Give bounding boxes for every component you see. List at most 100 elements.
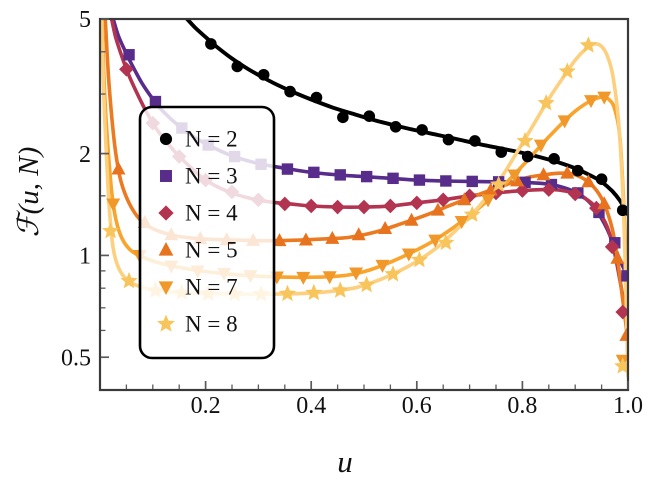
triangle-down-icon — [158, 281, 174, 295]
marker-N5 — [597, 196, 612, 210]
x-tick-label: 0.6 — [402, 393, 432, 419]
marker-N8 — [305, 283, 323, 301]
marker-N8 — [614, 357, 628, 374]
y-axis-label: ℱ(u, N) — [13, 147, 45, 237]
marker-N3 — [334, 169, 346, 181]
legend-label-N4: N = 4 — [185, 201, 238, 226]
marker-N3 — [519, 176, 531, 188]
marker-N3 — [387, 172, 399, 185]
y-tick-label: 5 — [79, 7, 91, 33]
plot-frame — [98, 17, 630, 392]
marker-N8 — [278, 284, 296, 302]
legend-item-N4: N = 4 — [158, 201, 238, 226]
marker-N5 — [404, 212, 419, 226]
tick-labels-group: 0.2 0.4 0.6 0.8 1.0 0.5 1 2 5 — [61, 7, 643, 419]
marker-N2 — [257, 68, 270, 81]
marker-N2 — [442, 133, 455, 146]
marker-N7 — [401, 248, 416, 262]
marker-N8 — [516, 131, 534, 149]
marker-N8 — [410, 250, 428, 268]
marker-N7 — [375, 259, 390, 273]
marker-N8 — [120, 272, 138, 289]
legend-box — [138, 105, 276, 360]
marker-N2 — [310, 91, 323, 104]
marker-N7 — [296, 271, 311, 285]
legend-item-N7: N = 7 — [158, 275, 238, 300]
legend-label-N5: N = 5 — [185, 238, 238, 263]
marker-N3 — [413, 174, 426, 186]
marker-N4 — [356, 199, 372, 215]
marker-N2 — [616, 204, 628, 217]
marker-N5 — [536, 167, 551, 181]
marker-N2 — [416, 124, 428, 136]
x-tick-label: 1.0 — [613, 393, 643, 419]
marker-N4 — [435, 192, 451, 208]
marker-N2 — [205, 38, 217, 50]
marker-N7 — [597, 91, 612, 105]
marker-N5 — [619, 327, 628, 341]
marker-N5 — [581, 174, 596, 188]
marker-N2 — [337, 111, 349, 124]
marker-N7 — [322, 271, 337, 285]
marker-N4 — [541, 182, 557, 197]
marker-N5 — [430, 202, 445, 216]
marker-N2 — [284, 85, 296, 98]
marker-N4 — [409, 195, 425, 211]
ticks-group — [101, 18, 629, 389]
x-tick-label: 0.4 — [296, 393, 326, 419]
x-tick-label: 0.2 — [191, 393, 221, 419]
marker-N4 — [303, 198, 319, 214]
y-tick-label: 0.5 — [61, 345, 91, 371]
y-tick-label: 2 — [79, 142, 91, 168]
circle-icon — [159, 132, 173, 146]
marker-N3 — [466, 175, 478, 188]
legend-label-N7: N = 7 — [185, 275, 238, 300]
marker-N2 — [572, 164, 584, 177]
marker-N4 — [604, 239, 620, 255]
marker-N2 — [521, 150, 534, 163]
marker-N3 — [281, 163, 294, 175]
marker-N7 — [349, 267, 364, 281]
marker-N8 — [558, 62, 576, 79]
marker-N8 — [102, 222, 120, 239]
marker-N7 — [584, 95, 599, 109]
legend-item-N2: N = 2 — [159, 127, 238, 152]
star-icon — [157, 314, 175, 332]
legend-item-N8: N = 8 — [157, 312, 238, 337]
marker-N5 — [111, 161, 126, 175]
marker-N5 — [610, 250, 625, 264]
marker-N5 — [483, 182, 498, 196]
marker-N4 — [615, 304, 628, 320]
marker-N2 — [363, 110, 376, 122]
marker-N4 — [383, 198, 398, 214]
marker-N7 — [557, 115, 572, 129]
marker-N5 — [510, 173, 525, 187]
marker-N5 — [298, 232, 313, 246]
marker-N3 — [621, 270, 628, 282]
marker-N8 — [490, 175, 508, 192]
marker-N8 — [463, 205, 481, 222]
legend-item-N3: N = 3 — [160, 164, 238, 189]
legend-label-N2: N = 2 — [185, 127, 238, 152]
marker-N2 — [389, 121, 402, 133]
marker-N7 — [428, 234, 443, 248]
marker-N3 — [149, 95, 162, 108]
marker-N8 — [579, 36, 597, 53]
marker-N3 — [440, 175, 452, 187]
marker-N2 — [469, 135, 481, 147]
legend-item-N5: N = 5 — [158, 238, 238, 263]
marker-N8 — [358, 275, 376, 293]
marker-N4 — [462, 188, 477, 204]
marker-N7 — [481, 194, 496, 208]
legend: N = 2 N = 3 N = 4 N = 5 N = 7 N = 8 — [138, 105, 276, 360]
marker-N8 — [384, 265, 402, 282]
marker-N2 — [548, 153, 560, 165]
y-tick-label: 1 — [79, 244, 91, 270]
marker-N7 — [533, 139, 548, 153]
marker-N4 — [567, 186, 583, 202]
diamond-icon — [158, 205, 174, 221]
marker-N2 — [231, 60, 244, 73]
legend-label-N8: N = 8 — [185, 312, 238, 337]
